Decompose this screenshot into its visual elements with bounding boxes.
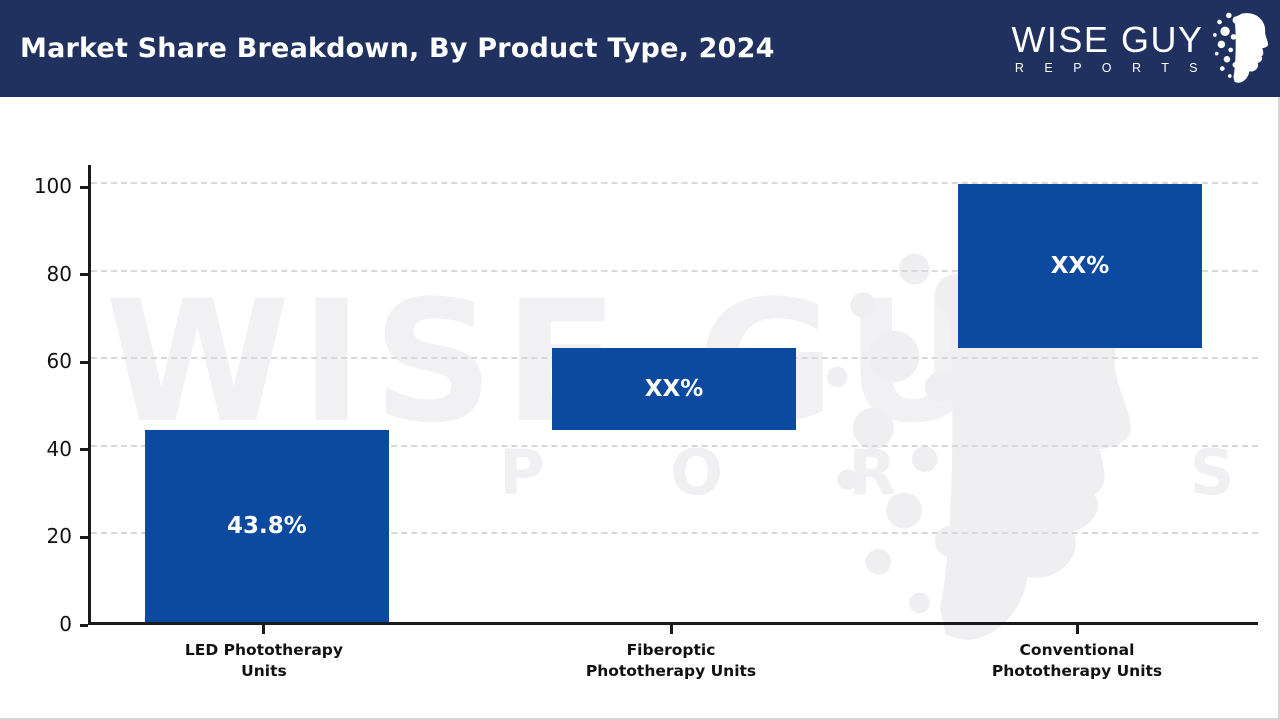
bottom-edge-line	[0, 718, 1280, 720]
y-axis-tick-label: 40	[46, 436, 72, 461]
y-axis-tick-label: 80	[46, 261, 72, 286]
bar-segment-2: XX%	[551, 347, 797, 431]
y-axis-tick	[80, 535, 88, 539]
gridline-20	[91, 532, 1258, 535]
logo-face-icon	[1210, 8, 1270, 90]
bar-value-label: XX%	[644, 375, 704, 402]
gridline-80	[91, 269, 1258, 272]
bar-segment-3: XX%	[957, 184, 1203, 348]
page-title: Market Share Breakdown, By Product Type,…	[20, 33, 775, 64]
x-axis-label: LED Phototherapy Units	[184, 641, 343, 680]
x-axis-label: Fiberoptic Phototherapy Units	[585, 641, 757, 680]
x-axis-tick	[262, 625, 266, 634]
y-axis-tick-label: 0	[59, 612, 72, 636]
y-axis-tick-label: 20	[46, 524, 72, 549]
plot-area: 43.8% XX% XX%	[88, 165, 1258, 625]
bar-segment-1: 43.8%	[144, 430, 389, 622]
logo-text: WISE GUY R E P O R T S	[1009, 22, 1206, 75]
y-axis-tick	[80, 185, 88, 189]
bar-value-label: XX%	[1050, 252, 1110, 279]
header-bar: Market Share Breakdown, By Product Type,…	[0, 0, 1280, 97]
y-axis-tick-label: 60	[46, 349, 72, 374]
logo-wordmark: WISE GUY	[1011, 19, 1204, 61]
chart-area: 43.8% XX% XX% 0 20 40 60 80 100 LED Phototherapy…	[0, 97, 1280, 720]
y-axis-tick	[80, 623, 88, 627]
x-axis-tick	[1075, 625, 1079, 634]
y-axis-tick	[80, 360, 88, 364]
x-axis-label: Conventional Phototherapy Units	[991, 641, 1163, 680]
y-axis-tick	[80, 273, 88, 277]
y-axis-tick-label: 100	[33, 174, 72, 198]
x-axis-tick	[669, 625, 673, 634]
logo-subtitle: R E P O R T S	[1014, 61, 1206, 76]
bar-value-label: 43.8%	[227, 513, 307, 540]
gridline-100	[91, 182, 1258, 184]
gridline-40	[91, 444, 1258, 447]
right-edge-line	[1278, 97, 1280, 720]
wise-guy-reports-logo: WISE GUY R E P O R T S	[1009, 8, 1280, 90]
y-axis-tick	[80, 448, 88, 452]
